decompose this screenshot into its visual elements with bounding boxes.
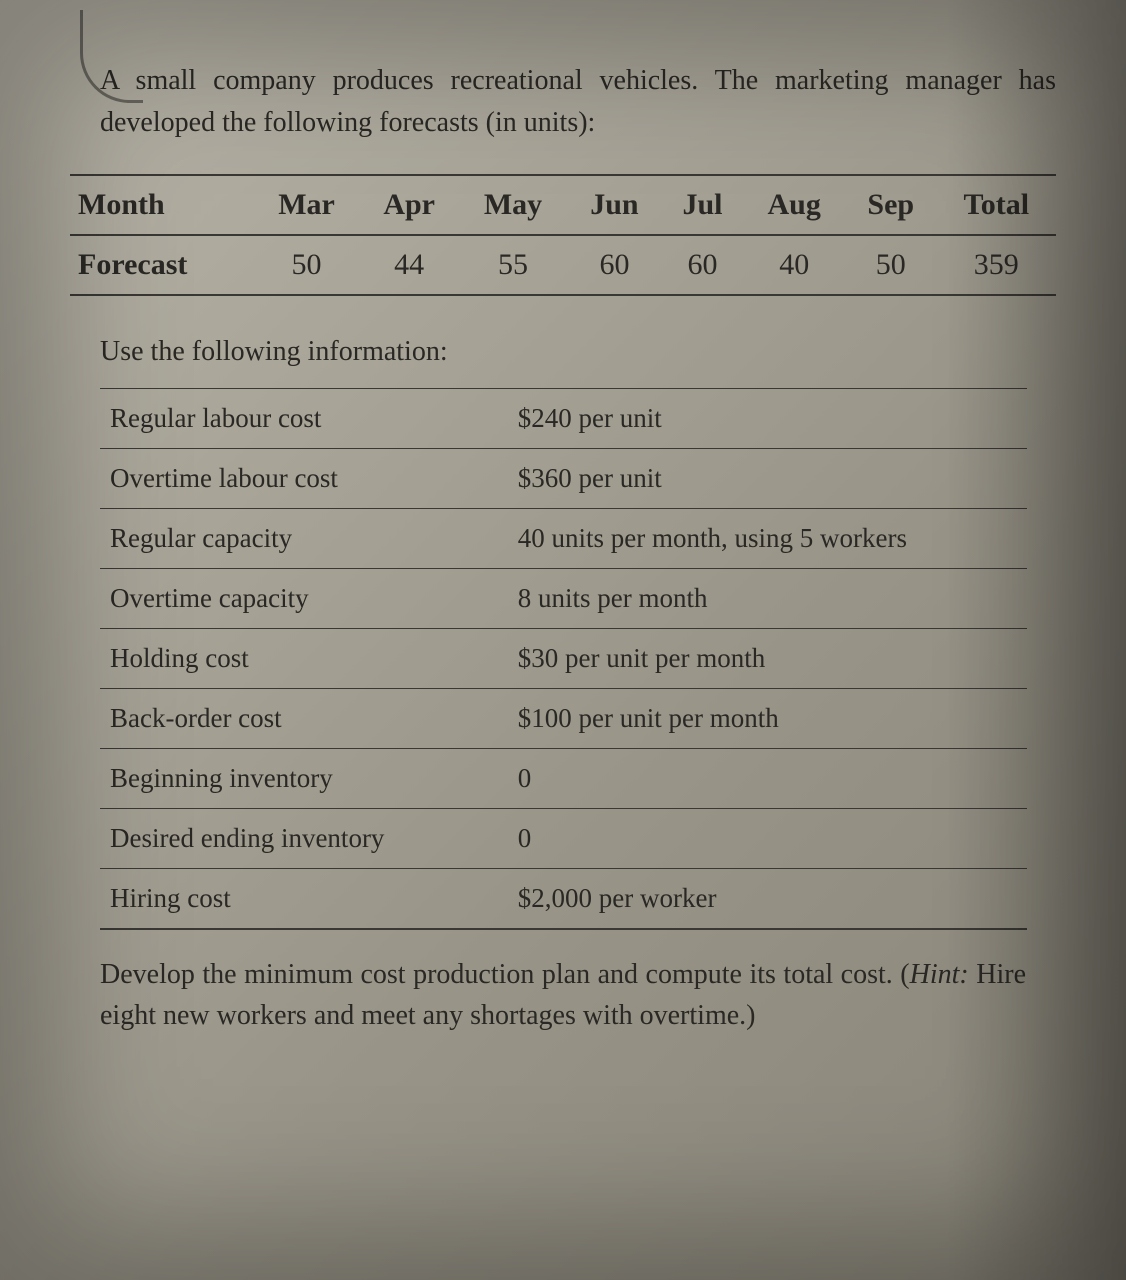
forecast-total-value: 359 xyxy=(937,235,1056,295)
question-hint-label: Hint: xyxy=(910,959,969,990)
info-row: Beginning inventory 0 xyxy=(100,749,1027,809)
info-label: Holding cost xyxy=(100,629,508,689)
info-row: Regular labour cost $240 per unit xyxy=(100,389,1027,449)
forecast-value: 40 xyxy=(743,235,844,295)
forecast-month-header: Mar xyxy=(253,175,359,235)
forecast-value: 50 xyxy=(845,235,937,295)
forecast-value-label: Forecast xyxy=(70,235,253,295)
info-label: Back-order cost xyxy=(100,689,508,749)
info-row: Overtime labour cost $360 per unit xyxy=(100,449,1027,509)
info-row: Back-order cost $100 per unit per month xyxy=(100,689,1027,749)
forecast-values-row: Forecast 50 44 55 60 60 40 50 359 xyxy=(70,235,1056,295)
question-pre: Develop the minimum cost production plan… xyxy=(100,959,910,990)
info-label: Overtime capacity xyxy=(100,569,508,629)
page-container: A small company produces recreational ve… xyxy=(0,0,1126,1076)
info-value: 0 xyxy=(508,749,1027,809)
question-paragraph: Develop the minimum cost production plan… xyxy=(100,955,1026,1036)
info-value: $360 per unit xyxy=(508,449,1027,509)
forecast-month-header: Apr xyxy=(360,175,459,235)
info-value: $2,000 per worker xyxy=(508,869,1027,930)
forecast-value: 60 xyxy=(662,235,744,295)
info-value: 40 units per month, using 5 workers xyxy=(508,509,1027,569)
forecast-value: 44 xyxy=(360,235,459,295)
info-row: Regular capacity 40 units per month, usi… xyxy=(100,509,1027,569)
forecast-total-header: Total xyxy=(937,175,1056,235)
forecast-table: Month Mar Apr May Jun Jul Aug Sep Total … xyxy=(70,174,1056,296)
forecast-month-header: Aug xyxy=(743,175,844,235)
forecast-rowlabel-header: Month xyxy=(70,175,253,235)
info-label: Hiring cost xyxy=(100,869,508,930)
info-label: Regular capacity xyxy=(100,509,508,569)
info-row: Desired ending inventory 0 xyxy=(100,809,1027,869)
info-table: Regular labour cost $240 per unit Overti… xyxy=(100,388,1027,930)
forecast-header-row: Month Mar Apr May Jun Jul Aug Sep Total xyxy=(70,175,1056,235)
info-row: Hiring cost $2,000 per worker xyxy=(100,869,1027,930)
info-label: Beginning inventory xyxy=(100,749,508,809)
info-value: 0 xyxy=(508,809,1027,869)
info-label: Desired ending inventory xyxy=(100,809,508,869)
info-row: Holding cost $30 per unit per month xyxy=(100,629,1027,689)
info-label: Overtime labour cost xyxy=(100,449,508,509)
intro-paragraph: A small company produces recreational ve… xyxy=(70,60,1056,144)
info-value: $240 per unit xyxy=(508,389,1027,449)
forecast-month-header: May xyxy=(459,175,568,235)
info-value: $30 per unit per month xyxy=(508,629,1027,689)
info-label: Regular labour cost xyxy=(100,389,508,449)
forecast-value: 55 xyxy=(459,235,568,295)
forecast-value: 60 xyxy=(567,235,661,295)
info-row: Overtime capacity 8 units per month xyxy=(100,569,1027,629)
forecast-month-header: Jun xyxy=(567,175,661,235)
forecast-month-header: Sep xyxy=(845,175,937,235)
info-heading: Use the following information: xyxy=(100,336,1056,368)
info-value: $100 per unit per month xyxy=(508,689,1027,749)
forecast-value: 50 xyxy=(253,235,359,295)
info-value: 8 units per month xyxy=(508,569,1027,629)
forecast-month-header: Jul xyxy=(662,175,744,235)
